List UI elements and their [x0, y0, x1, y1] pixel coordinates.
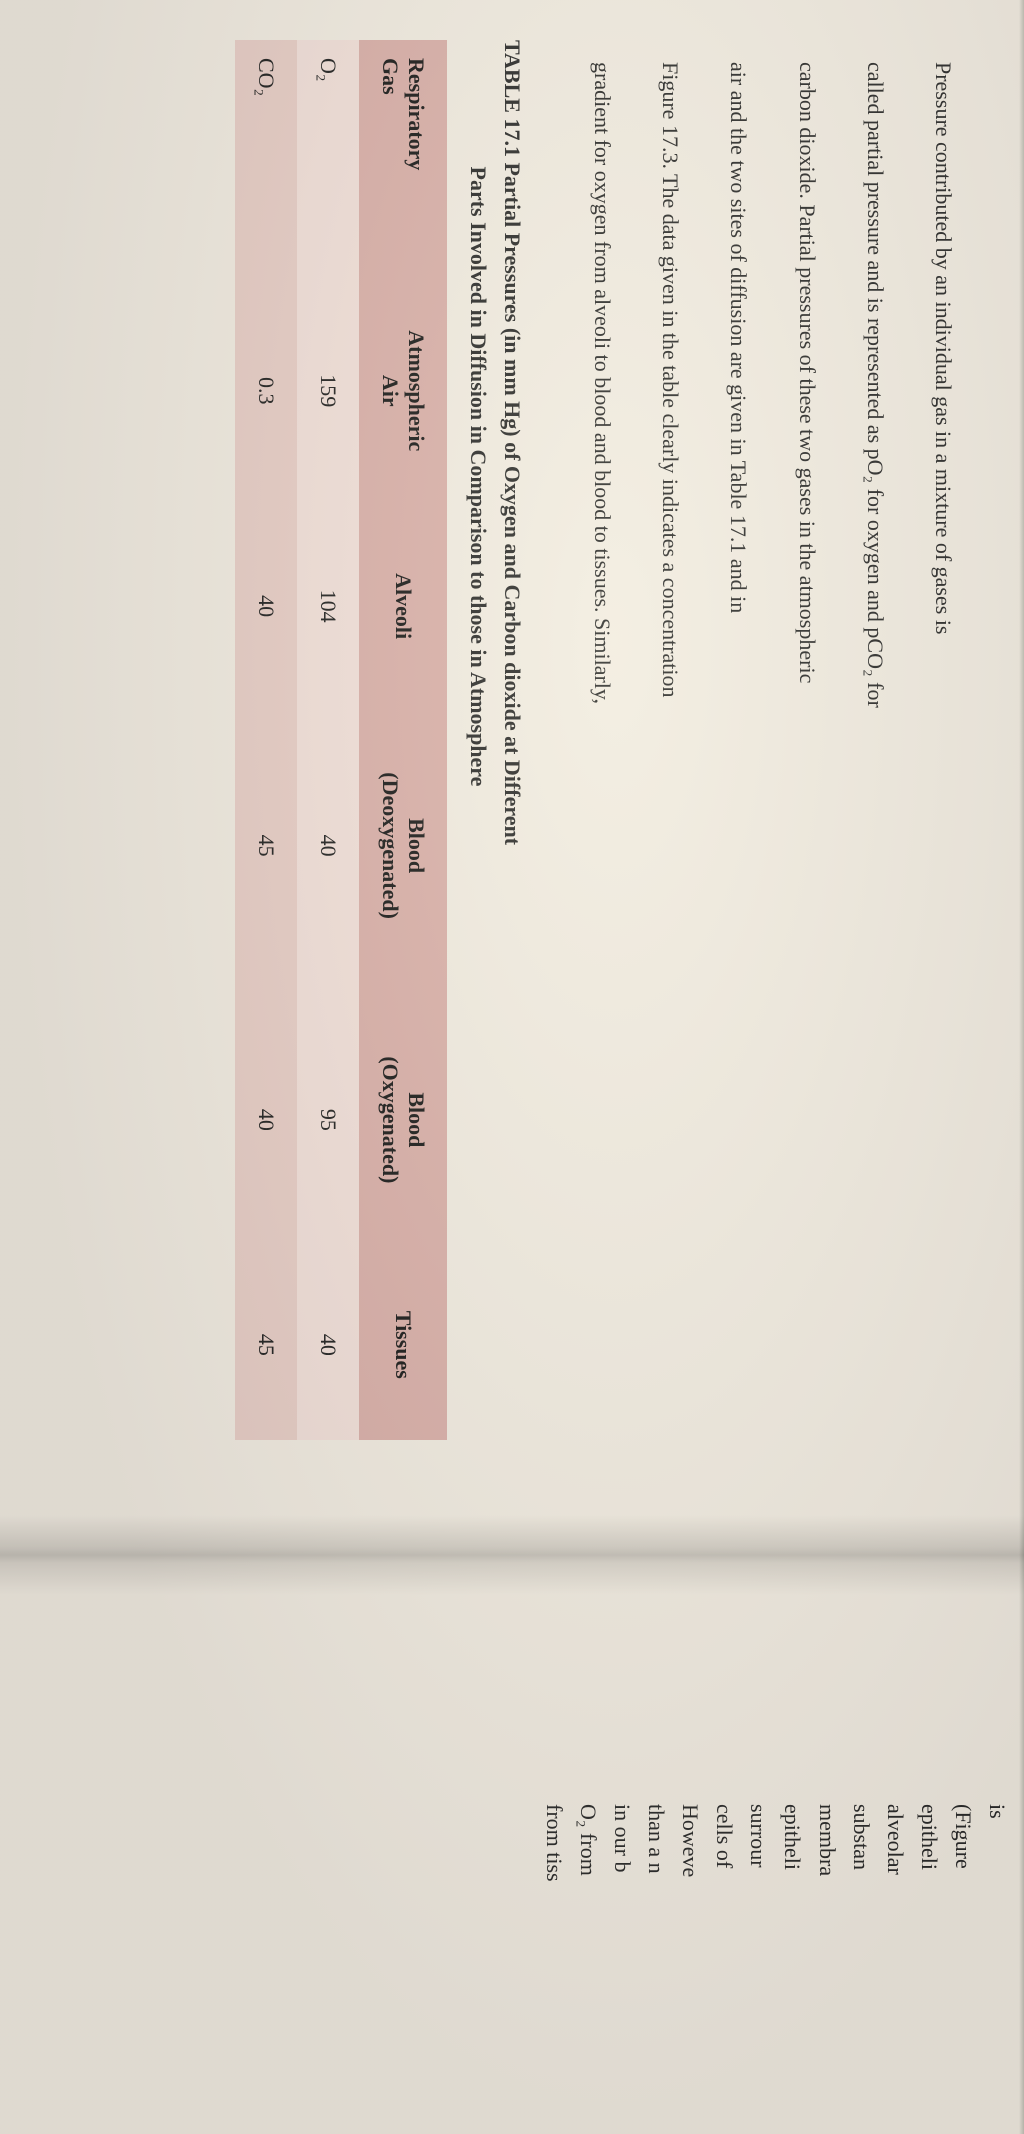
rc-line: membra — [809, 1804, 843, 2134]
cell-oxy: 40 — [235, 990, 297, 1250]
rc-line: in our b — [605, 1804, 639, 2134]
cell-tissue: 40 — [297, 1250, 359, 1440]
rc-line: epitheli — [775, 1804, 809, 2134]
para-line: carbon dioxide. Partial pressures of the… — [795, 62, 820, 683]
col-header-atmospheric: Atmospheric Air — [359, 271, 447, 511]
rc-line: substan — [844, 1804, 878, 2134]
para-line: Figure 17.3. The data given in the table… — [658, 62, 683, 698]
cell-atm: 0.3 — [235, 271, 297, 511]
para-line: called partial pressure and is represent… — [863, 62, 888, 708]
cell-gas: O₂ — [297, 40, 359, 271]
table-caption: TABLE 17.1 Partial Pressures (in mm Hg) … — [461, 40, 529, 2094]
cell-alv: 104 — [297, 511, 359, 701]
partial-pressure-table: Respiratory Gas Atmospheric Air Alveoli … — [235, 40, 447, 1440]
page-edge — [1019, 0, 1024, 2134]
cell-atm: 159 — [297, 271, 359, 511]
col-header-gas: Respiratory Gas — [359, 40, 447, 271]
table-title-line: Partial Pressures (in mm Hg) of Oxygen a… — [500, 162, 525, 845]
table-row: CO₂ 0.3 40 45 40 45 — [235, 40, 297, 1440]
table-label: TABLE 17.1 — [500, 40, 525, 157]
table-header-row: Respiratory Gas Atmospheric Air Alveoli … — [359, 40, 447, 1440]
col-header-oxy: Blood (Oxygenated) — [359, 990, 447, 1250]
rc-line: from tiss — [537, 1804, 571, 2134]
cell-alv: 40 — [235, 511, 297, 701]
cell-oxy: 95 — [297, 990, 359, 1250]
rc-line: (Figure — [946, 1804, 980, 2134]
para-line: air and the two sites of diffusion are g… — [726, 62, 751, 613]
rc-line: alveolar — [878, 1804, 912, 2134]
cell-tissue: 45 — [235, 1250, 297, 1440]
table-title-line: Parts Involved in Diffusion in Compariso… — [466, 167, 491, 787]
rc-line: cells of — [707, 1804, 741, 2134]
rc-line: is — [980, 1804, 1014, 2134]
rc-line: Howeve — [673, 1804, 707, 2134]
rc-line: surrour — [741, 1804, 775, 2134]
col-header-tissues: Tissues — [359, 1250, 447, 1440]
col-header-deoxy: Blood (Deoxygenated) — [359, 701, 447, 990]
table-row: O₂ 159 104 40 95 40 — [297, 40, 359, 1440]
col-header-alveoli: Alveoli — [359, 511, 447, 701]
para-line: gradient for oxygen from alveoli to bloo… — [590, 62, 615, 704]
rc-line: O₂ from — [571, 1804, 605, 2134]
cell-deoxy: 45 — [235, 701, 297, 990]
page: Pressure contributed by an individual ga… — [0, 0, 1024, 2134]
rc-line: than a n — [639, 1804, 673, 2134]
rc-line: epitheli — [912, 1804, 946, 2134]
cell-deoxy: 40 — [297, 701, 359, 990]
para-line: Pressure contributed by an individual ga… — [931, 62, 956, 635]
next-page-column: is (Figure epitheli alveolar substan mem… — [537, 1744, 1014, 2134]
cell-gas: CO₂ — [235, 40, 297, 271]
